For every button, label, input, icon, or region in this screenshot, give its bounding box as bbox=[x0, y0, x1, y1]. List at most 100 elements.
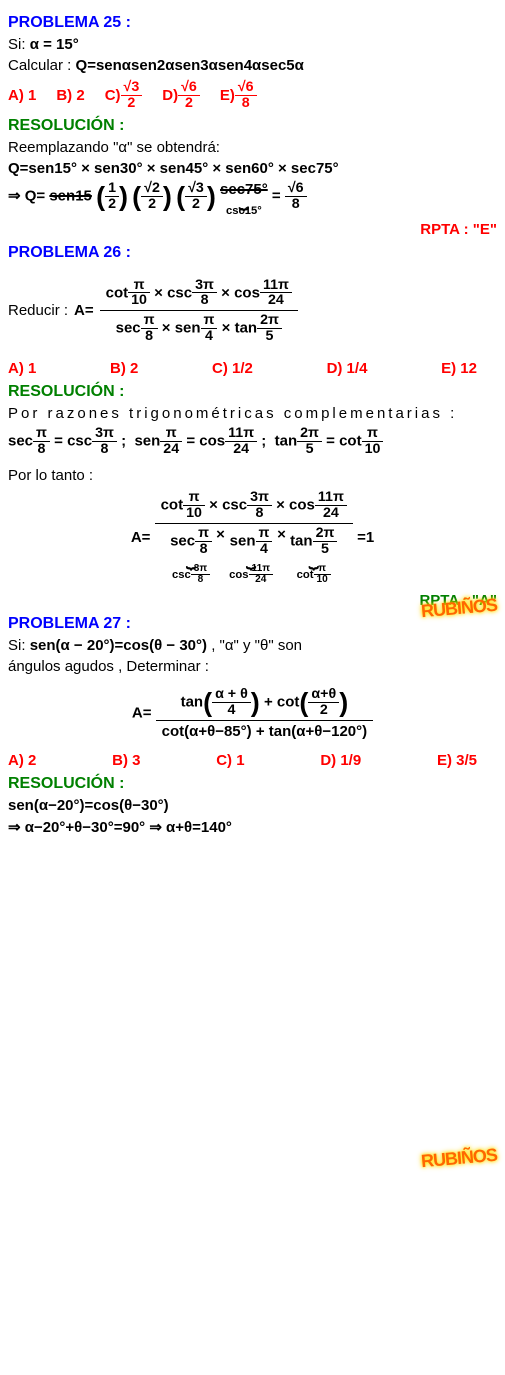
p26-n1-d: 10 bbox=[128, 293, 150, 308]
i3r-d: 10 bbox=[362, 442, 384, 457]
i2r-n: 11π bbox=[225, 426, 257, 442]
p26-opt-e: E) 12 bbox=[441, 360, 477, 377]
p27-opt-a: A) 2 bbox=[8, 752, 36, 769]
fd1-fn: sec bbox=[170, 533, 195, 550]
p25-d-den: 2 bbox=[178, 96, 200, 111]
p26-result: =1 bbox=[357, 529, 374, 546]
p26-n1-n: π bbox=[128, 278, 150, 294]
p27-given-eq: sen(α − 20°)=cos(θ − 30°) bbox=[30, 637, 207, 654]
p25-opt-c: C) √32 bbox=[105, 80, 143, 111]
fd3-fn: tan bbox=[290, 533, 313, 550]
i1r-n: 3π bbox=[92, 426, 117, 442]
s2-d: 24 bbox=[249, 575, 273, 586]
p25-f3d: 2 bbox=[185, 197, 207, 212]
p25-ub-low: csc15° bbox=[220, 205, 268, 217]
p25-rd: 8 bbox=[285, 197, 307, 212]
p27-n1-fn: tan bbox=[181, 693, 204, 710]
f-n3-n: 11π bbox=[315, 490, 347, 506]
p27-opt-d: D) 1/9 bbox=[320, 752, 361, 769]
f-n2-d: 8 bbox=[247, 506, 272, 521]
i1l-n: π bbox=[33, 426, 50, 442]
p26-reduce: Reducir : A= cotπ10 × csc3π8 × cos11π24 … bbox=[8, 276, 497, 347]
p26-n3-fn: cos bbox=[234, 284, 260, 301]
p25-step2-strike: sen15 bbox=[49, 187, 92, 204]
p25-resol-text: Reemplazando "α" se obtendrá: bbox=[8, 139, 497, 156]
fd2-d: 4 bbox=[256, 542, 273, 557]
p25-calc: Calcular : Q=senαsen2αsen3αsen4αsec5α bbox=[8, 57, 497, 74]
p26-d1-fn: sec bbox=[116, 320, 141, 337]
p27-opt-c: C) 1 bbox=[216, 752, 244, 769]
p27-n2-fn: cot bbox=[277, 693, 300, 710]
p26-d2-fn: sen bbox=[175, 320, 201, 337]
i2r-d: 24 bbox=[225, 442, 257, 457]
p26-n2-d: 8 bbox=[192, 293, 217, 308]
p27-Aeq: A= bbox=[132, 704, 152, 721]
i3l-fn: tan bbox=[275, 433, 298, 450]
p26-opt-c: C) 1/2 bbox=[212, 360, 253, 377]
i2l-d: 24 bbox=[160, 442, 182, 457]
p25-f2d: 2 bbox=[141, 197, 163, 212]
fd3-n: 2π bbox=[313, 526, 338, 542]
p26-d2-d: 4 bbox=[201, 329, 218, 344]
p26-ident: secπ8 = csc3π8 ; senπ24 = cos11π24 ; tan… bbox=[8, 426, 497, 457]
p25-d-num: √6 bbox=[178, 80, 200, 96]
p25-resol-title: RESOLUCIÓN : bbox=[8, 117, 497, 135]
p25-c-den: 2 bbox=[121, 96, 143, 111]
f-n3-fn: cos bbox=[289, 497, 315, 514]
s1-d: 8 bbox=[191, 575, 210, 586]
p25-title: PROBLEMA 25 : bbox=[8, 14, 497, 32]
p25-step2-arrow: ⇒ Q= bbox=[8, 187, 49, 204]
watermark-2: RUBIÑOS bbox=[420, 1145, 498, 1173]
p27-n2-d: 2 bbox=[308, 703, 339, 718]
p26-d3-n: 2π bbox=[257, 313, 282, 329]
i3l-d: 5 bbox=[297, 442, 322, 457]
p27-opt-b: B) 3 bbox=[112, 752, 140, 769]
p27-A: A= tan(α + θ4) + cot(α+θ2) cot(α+θ−85°) … bbox=[8, 685, 497, 742]
p26-title: PROBLEMA 26 : bbox=[8, 244, 497, 262]
f-n1-d: 10 bbox=[183, 506, 205, 521]
p25-calc-eq: Q=senαsen2αsen3αsen4αsec5α bbox=[76, 57, 304, 74]
p27-options: A) 2 B) 3 C) 1 D) 1/9 E) 3/5 bbox=[8, 752, 497, 769]
p27-n2-in: α+θ bbox=[308, 687, 339, 703]
p25-opt-b: B) 2 bbox=[56, 80, 84, 111]
p26-opt-d: D) 1/4 bbox=[327, 360, 368, 377]
s3-fn: cot bbox=[297, 569, 314, 581]
p26-A: A= bbox=[74, 302, 94, 319]
f-n1-fn: cot bbox=[161, 497, 184, 514]
p26-n2-fn: csc bbox=[167, 284, 192, 301]
p27-n1-d: 4 bbox=[212, 703, 251, 718]
i1r-fn: csc bbox=[67, 433, 92, 450]
p25-f1n: 1 bbox=[105, 181, 119, 197]
p26-n3-d: 24 bbox=[260, 293, 292, 308]
p27-given2: ángulos agudos , Determinar : bbox=[8, 658, 497, 675]
p26-options: A) 1 B) 2 C) 1/2 D) 1/4 E) 12 bbox=[8, 360, 497, 377]
p25-step1: Q=sen15° × sen30° × sen45° × sen60° × se… bbox=[8, 160, 497, 177]
i3r-fn: cot bbox=[339, 433, 362, 450]
p25-opt-d: D) √62 bbox=[162, 80, 200, 111]
p26-n2-n: 3π bbox=[192, 278, 217, 294]
p27-given-post: , "α" y "θ" son bbox=[211, 637, 302, 654]
p25-f1d: 2 bbox=[105, 197, 119, 212]
i1l-d: 8 bbox=[33, 442, 50, 457]
i2l-n: π bbox=[160, 426, 182, 442]
fd2-fn: sen bbox=[230, 533, 256, 550]
s2-fn: cos bbox=[229, 569, 248, 581]
p26-d1-n: π bbox=[141, 313, 158, 329]
p27-given: Si: sen(α − 20°)=cos(θ − 30°) , "α" y "θ… bbox=[8, 637, 497, 654]
p26-resol-text: Por razones trigonométricas complementar… bbox=[8, 405, 497, 422]
p26-reduce-label: Reducir : bbox=[8, 302, 68, 319]
p25-opt-c-pre: C) bbox=[105, 87, 121, 104]
fd1-d: 8 bbox=[195, 542, 212, 557]
p25-opt-a: A) 1 bbox=[8, 80, 36, 111]
p27-given-pre: Si: bbox=[8, 637, 30, 654]
p25-e-num: √6 bbox=[235, 80, 257, 96]
p25-f2n: √2 bbox=[141, 181, 163, 197]
fd1-n: π bbox=[195, 526, 212, 542]
p27-resol-title: RESOLUCIÓN : bbox=[8, 775, 497, 793]
p27-d2: tan(α+θ−120°) bbox=[269, 723, 367, 740]
p27-title: PROBLEMA 27 : bbox=[8, 615, 497, 633]
i1l-fn: sec bbox=[8, 433, 33, 450]
p27-step2: ⇒ α−20°+θ−30°=90° ⇒ α+θ=140° bbox=[8, 818, 497, 836]
p25-opt-e: E) √68 bbox=[220, 80, 257, 111]
p25-f3n: √3 bbox=[185, 181, 207, 197]
